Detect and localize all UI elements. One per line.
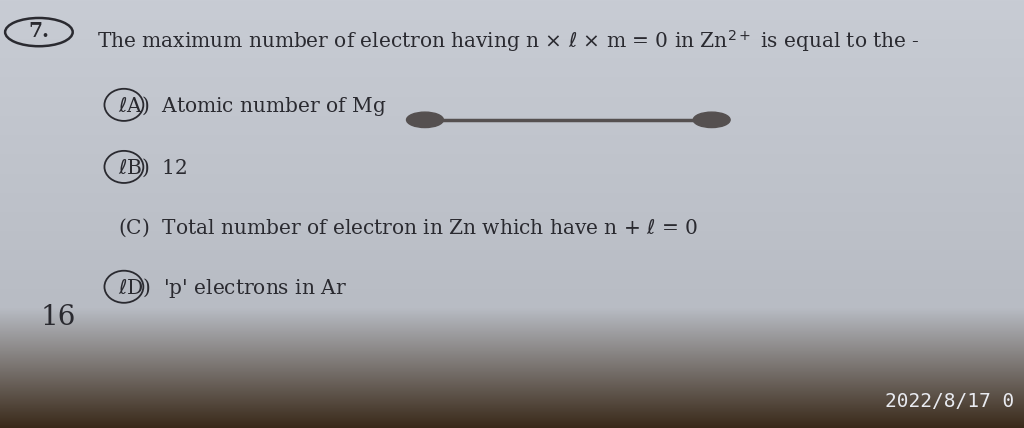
Text: 7.: 7. [29,21,49,41]
Text: $\ell$A)  Atomic number of Mg: $\ell$A) Atomic number of Mg [118,94,386,118]
Text: The maximum number of electron having n $\times$ $\ell$ $\times$ m = 0 in Zn$^{2: The maximum number of electron having n … [97,28,921,54]
Text: $\ell$D)  'p' electrons in Ar: $\ell$D) 'p' electrons in Ar [118,276,346,300]
Circle shape [407,112,443,128]
Text: (C)  Total number of electron in Zn which have n + $\ell$ = 0: (C) Total number of electron in Zn which… [118,216,697,238]
Text: $\ell$B)  12: $\ell$B) 12 [118,156,187,178]
Text: 16: 16 [41,304,77,331]
Text: 2022/8/17 0: 2022/8/17 0 [885,392,1014,410]
Circle shape [693,112,730,128]
